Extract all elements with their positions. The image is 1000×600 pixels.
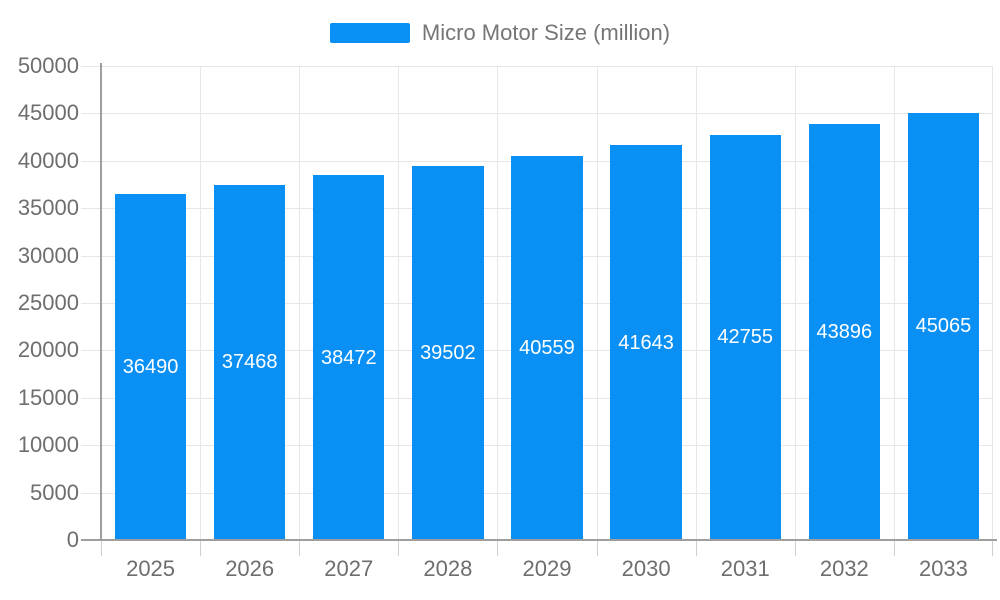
y-axis-tick-label: 20000	[17, 337, 79, 363]
legend[interactable]: Micro Motor Size (million)	[0, 16, 1000, 50]
y-axis-tick-label: 5000	[30, 479, 79, 505]
bar-value-label: 37468	[221, 351, 278, 374]
x-axis-tick	[101, 541, 102, 556]
gridline-horizontal	[81, 66, 993, 67]
x-axis-tick	[794, 541, 796, 556]
bar-2031[interactable]: 42755	[709, 134, 781, 540]
gridline-vertical	[992, 66, 993, 540]
y-axis-tick-label: 15000	[17, 384, 79, 410]
y-axis-tick-label: 50000	[17, 53, 79, 78]
x-axis-category-label: 2031	[720, 556, 770, 581]
y-axis: 0 5000 10000 15000 20000 25000 30000 35000 40000…	[0, 0, 79, 600]
bar-2030[interactable]: 41643	[610, 145, 682, 540]
gridline-vertical	[695, 66, 697, 540]
bar-2033[interactable]: 45065	[907, 112, 980, 540]
x-axis-category-label: 2026	[225, 556, 275, 581]
gridline-vertical	[794, 66, 796, 540]
bar-value-label: 39502	[420, 341, 476, 364]
gridline-vertical	[893, 66, 895, 540]
bar-2026[interactable]: 37468	[213, 184, 286, 540]
y-axis-line	[100, 63, 102, 540]
x-axis-category-label: 2025	[126, 556, 176, 581]
y-axis-tick-label: 10000	[17, 432, 79, 458]
gridline-vertical	[596, 66, 598, 540]
y-axis-tick-label: 25000	[17, 290, 79, 315]
legend-swatch	[329, 23, 410, 43]
bar-value-label: 36490	[122, 356, 179, 379]
bar-2028[interactable]: 39502	[412, 165, 484, 540]
bar-value-label: 45065	[915, 315, 972, 338]
x-axis-tick	[200, 541, 202, 556]
bar-value-label: 41643	[618, 331, 674, 354]
gridline-vertical	[200, 66, 202, 540]
gridline-vertical	[299, 66, 301, 540]
bar-2027[interactable]: 38472	[313, 175, 385, 540]
x-axis-category-label: 2033	[918, 556, 968, 581]
bar-value-label: 40559	[519, 336, 575, 359]
x-axis-tick	[299, 541, 301, 556]
legend-label: Micro Motor Size (million)	[421, 20, 671, 45]
y-axis-tick-label: 0	[66, 527, 79, 552]
y-axis-tick-label: 40000	[17, 147, 79, 173]
x-axis-category-label: 2028	[423, 556, 473, 581]
x-axis-tick	[695, 541, 697, 556]
x-axis-tick	[596, 541, 598, 556]
gridline-vertical	[398, 66, 400, 540]
x-axis-line	[81, 539, 997, 541]
x-axis-category-label: 2030	[621, 556, 671, 581]
bar-value-label: 43896	[816, 320, 873, 343]
x-axis-category-label: 2027	[324, 556, 374, 581]
y-axis-tick-label: 45000	[17, 100, 79, 126]
gridline-vertical	[497, 66, 499, 540]
bar-2032[interactable]: 43896	[808, 123, 880, 540]
x-axis-tick	[893, 541, 895, 556]
plot-area: 36490 37468 38472 39502 40559 41643 42755 43896…	[81, 66, 993, 556]
x-axis-tick	[992, 541, 993, 556]
bar-2025[interactable]: 36490	[114, 194, 187, 540]
x-axis-category-label: 2032	[819, 556, 869, 581]
y-axis-tick-label: 30000	[17, 242, 79, 268]
bar-value-label: 42755	[717, 326, 774, 349]
bar-value-label: 38472	[320, 346, 377, 369]
gridline-horizontal	[81, 113, 993, 115]
y-axis-tick-label: 35000	[17, 195, 79, 221]
x-axis-tick	[497, 541, 499, 556]
bar-2029[interactable]: 40559	[511, 155, 583, 540]
x-axis: 2025 2026 2027 2028 2029 2030 2031 2032 2033	[101, 558, 993, 588]
x-axis-category-label: 2029	[522, 556, 572, 581]
x-axis-tick	[398, 541, 400, 556]
